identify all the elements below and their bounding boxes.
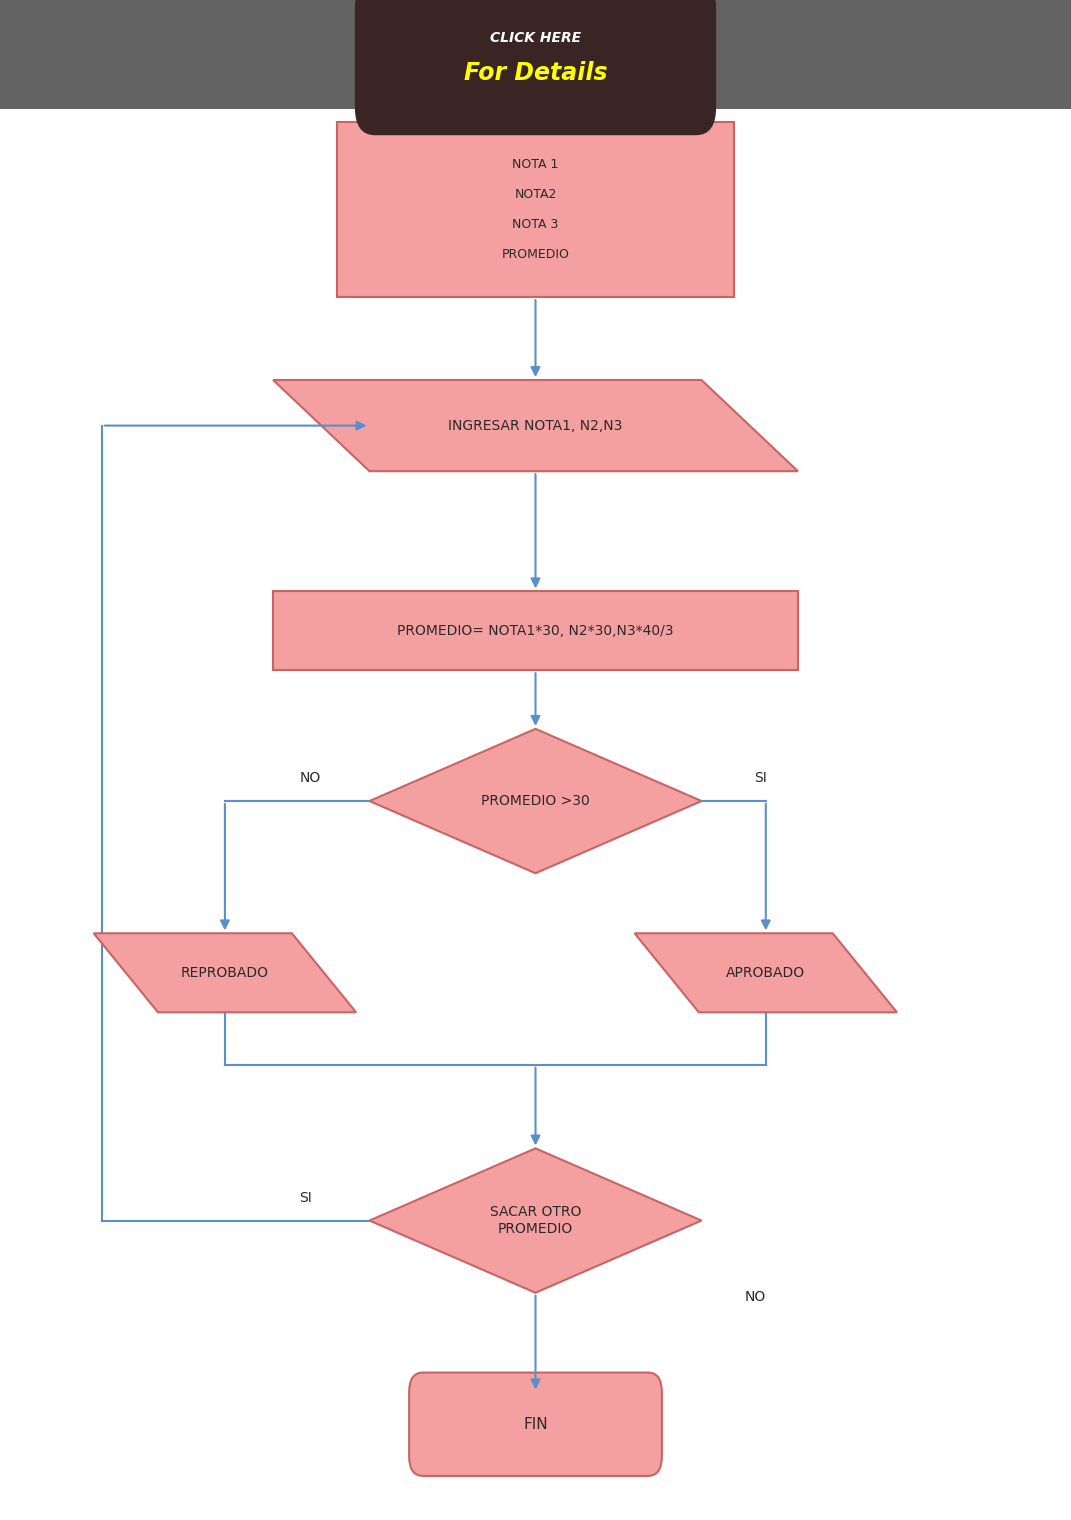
Text: PROMEDIO >30: PROMEDIO >30 xyxy=(481,793,590,809)
Polygon shape xyxy=(369,1149,702,1292)
Polygon shape xyxy=(634,933,897,1012)
Polygon shape xyxy=(369,730,702,872)
FancyBboxPatch shape xyxy=(337,123,734,298)
Polygon shape xyxy=(273,380,798,471)
Text: REPROBADO: REPROBADO xyxy=(181,965,269,980)
Polygon shape xyxy=(94,933,356,1012)
Text: NO: NO xyxy=(744,1289,766,1304)
Text: NOTA 1

NOTA2

NOTA 3

PROMEDIO: NOTA 1 NOTA2 NOTA 3 PROMEDIO xyxy=(501,158,570,261)
FancyBboxPatch shape xyxy=(409,1373,662,1476)
Text: SI: SI xyxy=(754,771,767,786)
Text: INGRESAR NOTA1, N2,N3: INGRESAR NOTA1, N2,N3 xyxy=(449,418,622,433)
FancyBboxPatch shape xyxy=(273,591,798,670)
Text: FIN: FIN xyxy=(524,1417,547,1432)
Text: CLICK HERE: CLICK HERE xyxy=(489,30,582,46)
Text: NO: NO xyxy=(300,771,321,786)
Text: APROBADO: APROBADO xyxy=(726,965,805,980)
FancyBboxPatch shape xyxy=(356,0,715,135)
Text: SACAR OTRO
PROMEDIO: SACAR OTRO PROMEDIO xyxy=(489,1205,582,1236)
Text: PROMEDIO= NOTA1*30, N2*30,N3*40/3: PROMEDIO= NOTA1*30, N2*30,N3*40/3 xyxy=(397,623,674,638)
Text: For Details: For Details xyxy=(464,61,607,85)
Text: SI: SI xyxy=(299,1190,312,1205)
FancyBboxPatch shape xyxy=(0,0,1071,109)
